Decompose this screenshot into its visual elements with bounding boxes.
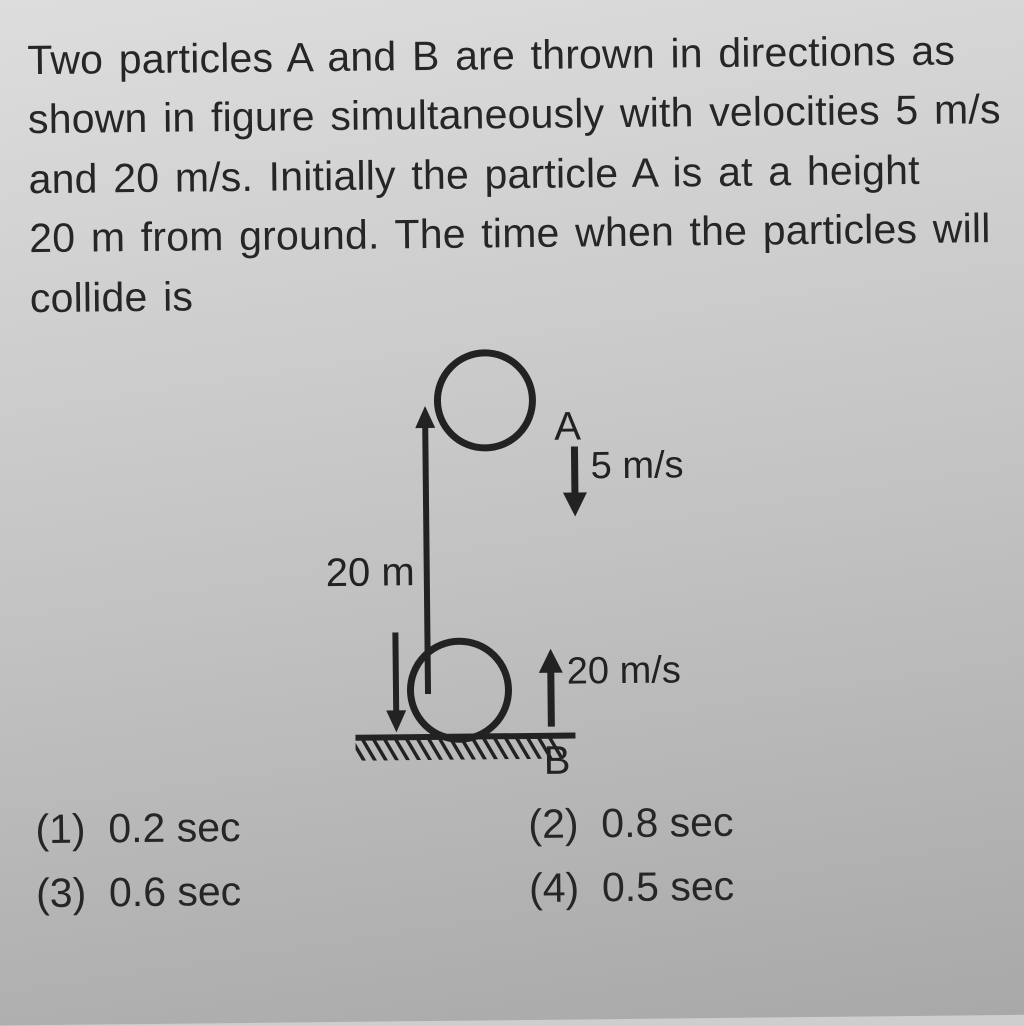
particle-a-velocity-label: 5 m/s — [590, 445, 683, 489]
height-label: 20 m — [326, 550, 415, 596]
option-2: (2) 0.8 sec — [528, 788, 1022, 857]
particle-a-label: A — [554, 405, 581, 450]
ground-hatching — [355, 733, 575, 765]
page: Two particles A and B are thrown in dire… — [0, 0, 1024, 1026]
particle-a-circle — [433, 349, 536, 452]
option-3: (3) 0.6 sec — [36, 857, 530, 926]
answer-options: (1) 0.2 sec (2) 0.8 sec (3) 0.6 sec (4) … — [35, 788, 1022, 925]
particle-b-velocity-label: 20 m/s — [567, 650, 681, 694]
particle-b-velocity-arrow — [537, 649, 566, 727]
option-4: (4) 0.5 sec — [529, 852, 1023, 921]
particle-b-circle — [406, 637, 512, 743]
option-1: (1) 0.2 sec — [35, 793, 529, 862]
particle-a-velocity-arrow — [560, 447, 589, 517]
physics-diagram: 20 m A 5 m/s 20 m/s B — [243, 338, 807, 774]
question-text: Two particles A and B are thrown in dire… — [27, 21, 1016, 328]
